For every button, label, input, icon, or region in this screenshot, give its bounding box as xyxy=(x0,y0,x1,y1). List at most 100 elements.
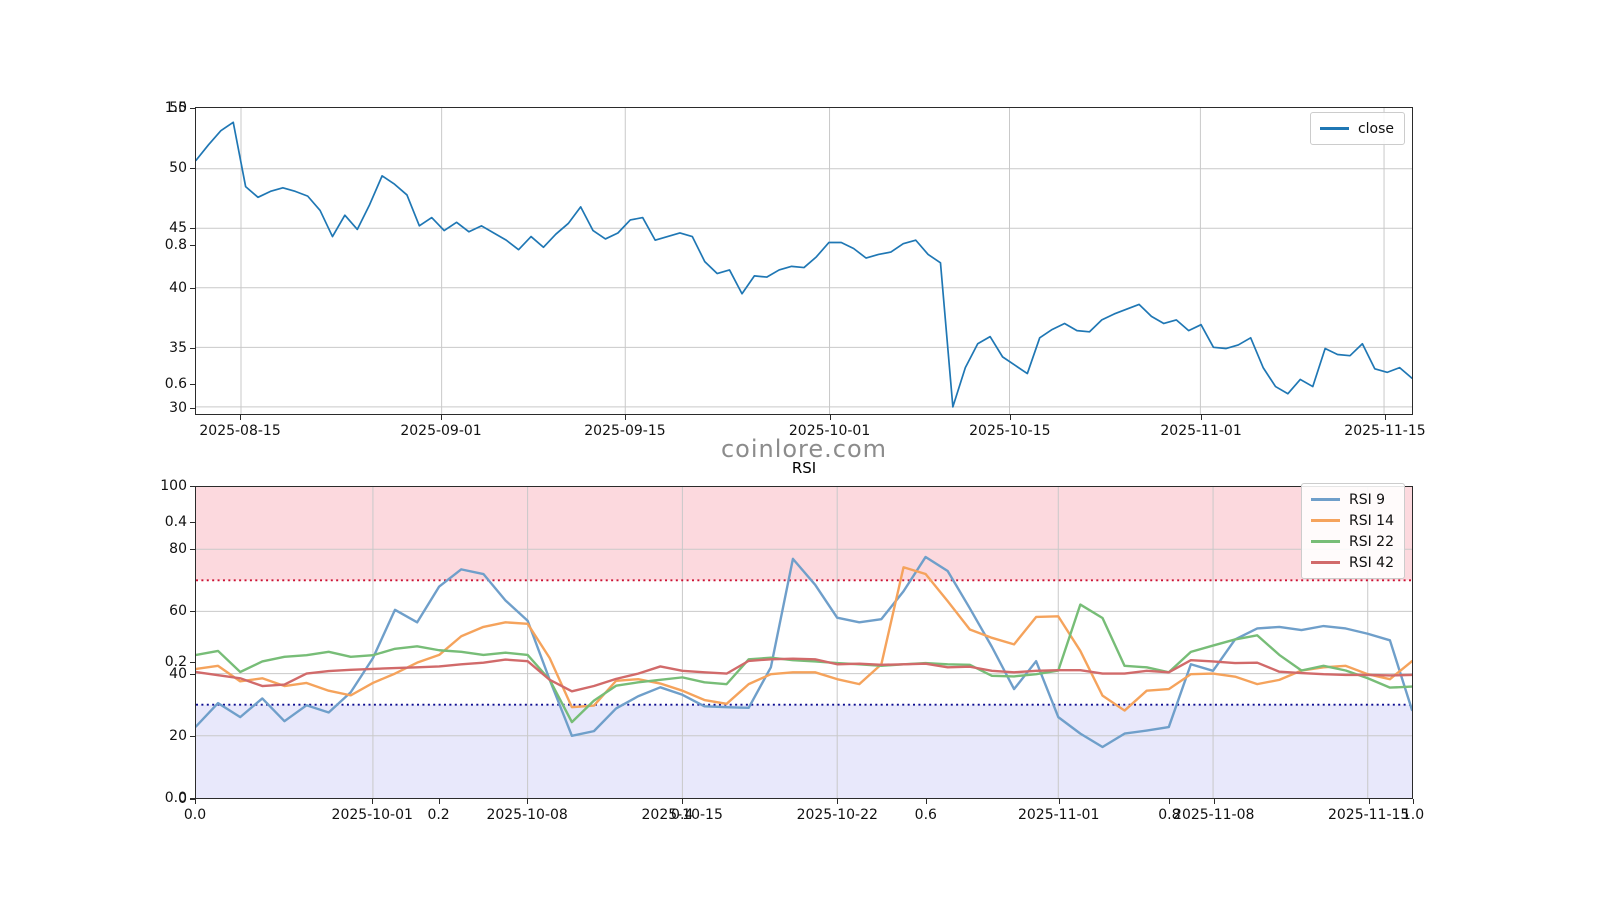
y-tick-label: 0.8 xyxy=(164,237,187,254)
x-tick-label: 0.0 xyxy=(183,807,207,823)
x-tick-label: 2025-10-15 xyxy=(969,423,1051,439)
price-chart-panel xyxy=(195,107,1413,415)
x-tick-label: 2025-11-15 xyxy=(1344,423,1426,439)
x-tick-label: 2025-10-15 xyxy=(641,807,723,823)
y-tick-label: 45 xyxy=(169,220,187,237)
legend: RSI 9 RSI 14 RSI 22 RSI 42 xyxy=(1300,483,1405,579)
x-tick-mark xyxy=(438,799,440,804)
y-tick-label: 80 xyxy=(169,540,187,557)
y-tick-label: 30 xyxy=(169,399,187,416)
legend-label: RSI 22 xyxy=(1348,533,1394,550)
x-tick-mark xyxy=(624,415,626,420)
x-tick-label: 2025-10-22 xyxy=(796,807,878,823)
x-tick-label: 2025-09-15 xyxy=(584,423,666,439)
threshold-band xyxy=(196,704,1412,798)
y-tick-label: 0.0 xyxy=(164,790,187,807)
y-tick-label: 100 xyxy=(160,478,187,494)
x-tick-mark xyxy=(1169,799,1171,804)
y-tick-label: 35 xyxy=(169,339,187,356)
legend-entry: RSI 22 xyxy=(1310,531,1394,552)
y-tick-mark xyxy=(190,407,195,409)
y-tick-mark xyxy=(190,168,195,170)
x-tick-mark xyxy=(441,415,443,420)
y-tick-label: 0.6 xyxy=(164,376,187,393)
x-tick-mark xyxy=(1384,415,1386,420)
y-tick-mark xyxy=(190,384,195,386)
y-tick-mark xyxy=(190,287,195,289)
x-tick-mark xyxy=(837,799,839,804)
legend-line-sample xyxy=(1310,540,1340,543)
y-tick-mark xyxy=(190,486,195,487)
x-tick-mark xyxy=(1413,799,1414,804)
x-tick-mark xyxy=(1201,415,1203,420)
x-tick-mark xyxy=(372,799,374,804)
legend-line-sample xyxy=(1310,519,1340,522)
y-tick-mark xyxy=(190,245,195,247)
y-tick-label: 60 xyxy=(169,603,187,620)
legend-entry: close xyxy=(1319,118,1394,139)
x-tick-mark xyxy=(829,415,831,420)
x-tick-label: 2025-10-08 xyxy=(486,807,568,823)
y-tick-mark xyxy=(190,611,195,613)
y-tick-label: 40 xyxy=(169,665,187,682)
y-tick-mark xyxy=(190,347,195,349)
y-tick-mark xyxy=(190,799,195,800)
x-tick-mark xyxy=(1213,799,1215,804)
legend-entry: RSI 42 xyxy=(1310,552,1394,573)
y-tick-mark xyxy=(190,108,195,110)
y-tick-label: 20 xyxy=(169,728,187,745)
y-tick-label: 0 xyxy=(178,791,187,807)
legend-entry: RSI 14 xyxy=(1310,510,1394,531)
legend: close xyxy=(1309,112,1405,145)
legend-line-sample xyxy=(1310,498,1340,501)
x-tick-label: 0.2 xyxy=(427,807,450,823)
y-tick-mark xyxy=(190,228,195,230)
x-tick-label: 1.0 xyxy=(1401,807,1425,823)
series-line-rsi-9 xyxy=(196,555,1412,749)
legend-line-sample xyxy=(1310,561,1340,564)
legend-entry: RSI 9 xyxy=(1310,489,1394,510)
legend-label: RSI 42 xyxy=(1348,554,1394,571)
x-tick-mark xyxy=(195,799,196,804)
y-tick-mark xyxy=(190,736,195,738)
y-tick-mark xyxy=(190,521,195,523)
x-tick-mark xyxy=(682,799,684,804)
x-tick-mark xyxy=(1058,799,1060,804)
series-line-close xyxy=(196,121,1412,408)
y-tick-label: 40 xyxy=(169,279,187,296)
y-tick-mark xyxy=(190,548,195,550)
y-tick-mark xyxy=(190,673,195,675)
y-tick-label: 55 xyxy=(169,100,187,117)
y-tick-label: 0.4 xyxy=(164,513,187,530)
legend-label: close xyxy=(1357,120,1394,137)
x-tick-label: 0.8 xyxy=(1158,807,1181,823)
y-tick-label: 0.2 xyxy=(164,653,187,670)
x-tick-label: 2025-10-01 xyxy=(788,423,871,439)
x-tick-label: 2025-11-15 xyxy=(1327,807,1410,823)
series-line-rsi-14 xyxy=(196,566,1412,712)
series-line-rsi-42 xyxy=(196,657,1412,693)
x-tick-label: 0.6 xyxy=(914,807,937,823)
x-tick-mark xyxy=(925,799,927,804)
watermark-text: coinlore.com xyxy=(720,435,888,463)
x-tick-label: 0.4 xyxy=(671,807,694,823)
rsi-chart-panel xyxy=(195,486,1413,799)
y-tick-mark xyxy=(190,661,195,663)
legend-label: RSI 9 xyxy=(1348,491,1386,508)
x-tick-mark xyxy=(527,799,529,804)
x-tick-label: 2025-11-01 xyxy=(1160,423,1242,439)
series-line-rsi-22 xyxy=(196,603,1412,724)
y-tick-label: 50 xyxy=(169,160,187,177)
rsi-panel-title: RSI xyxy=(791,459,817,477)
x-tick-mark xyxy=(1368,799,1370,804)
x-tick-mark xyxy=(1009,415,1011,420)
threshold-band xyxy=(196,487,1412,581)
legend-line-sample xyxy=(1319,127,1349,130)
x-tick-label: 2025-11-08 xyxy=(1173,807,1255,823)
x-tick-label: 2025-08-15 xyxy=(199,423,281,439)
legend-label: RSI 14 xyxy=(1348,512,1394,529)
x-tick-label: 2025-10-01 xyxy=(331,807,413,823)
x-tick-mark xyxy=(240,415,242,420)
x-tick-label: 2025-11-01 xyxy=(1017,807,1100,823)
